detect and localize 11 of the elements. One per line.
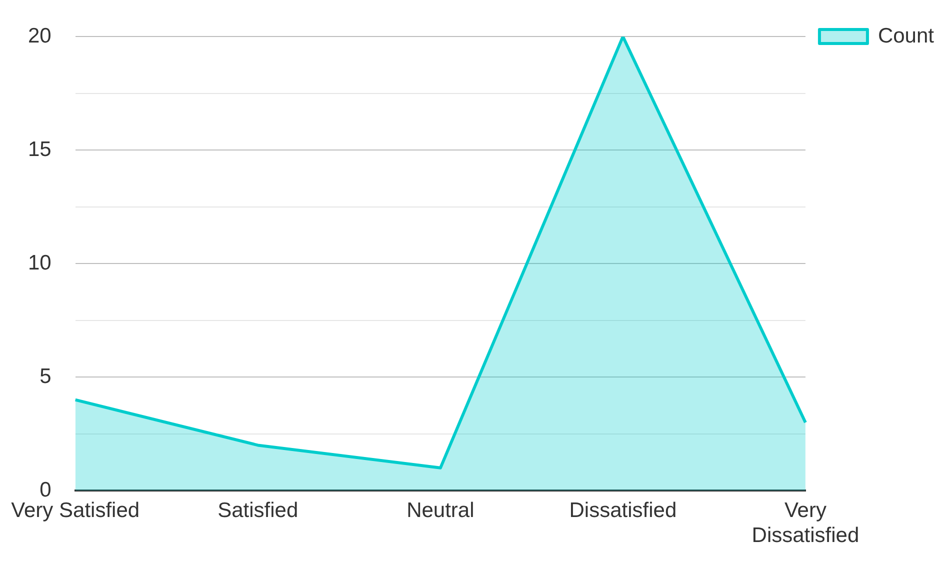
y-tick-label: 20: [28, 24, 52, 48]
y-tick-label: 15: [28, 138, 52, 161]
x-tick-label: Neutral: [406, 498, 474, 522]
x-tick-label: Satisfied: [218, 498, 298, 522]
y-tick-label: 0: [40, 478, 52, 502]
legend-label: Count: [878, 24, 934, 48]
y-tick-label: 5: [40, 364, 52, 388]
x-tick-label: Very Satisfied: [11, 498, 140, 522]
x-tick-label: Dissatisfied: [569, 498, 677, 522]
y-tick-label: 10: [28, 251, 52, 274]
x-tick-label: Very Dissatisfied: [752, 498, 860, 548]
